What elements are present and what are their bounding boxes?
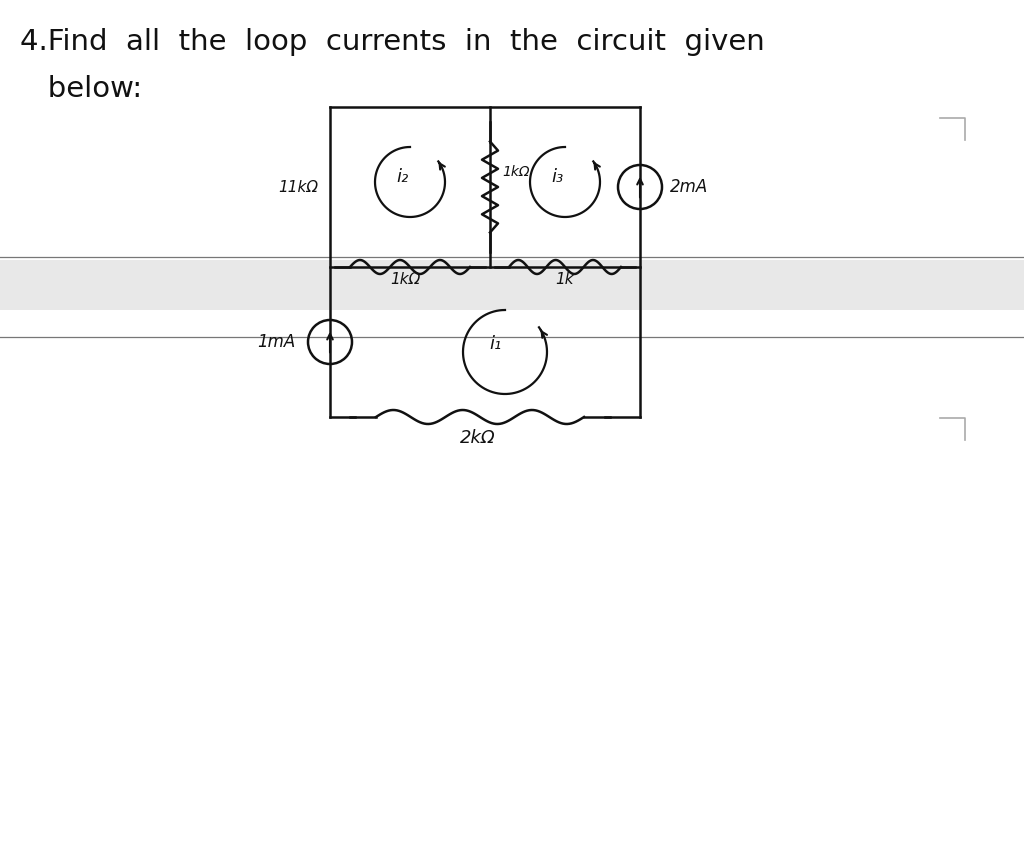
Text: i₃: i₃ <box>551 168 563 186</box>
Text: 1k: 1k <box>556 272 574 287</box>
Text: i₂: i₂ <box>396 168 409 186</box>
Text: 11kΩ: 11kΩ <box>278 179 318 194</box>
Text: 2mA: 2mA <box>670 178 709 196</box>
Text: 2kΩ: 2kΩ <box>460 429 496 447</box>
Text: 1kΩ: 1kΩ <box>390 272 420 287</box>
Text: 1kΩ: 1kΩ <box>502 165 529 179</box>
Text: below:: below: <box>20 75 142 103</box>
Bar <box>0 260 1024 310</box>
Text: 1mA: 1mA <box>257 333 295 351</box>
Text: i₁: i₁ <box>488 335 501 353</box>
Text: 4.Find  all  the  loop  currents  in  the  circuit  given: 4.Find all the loop currents in the circ… <box>20 28 765 56</box>
